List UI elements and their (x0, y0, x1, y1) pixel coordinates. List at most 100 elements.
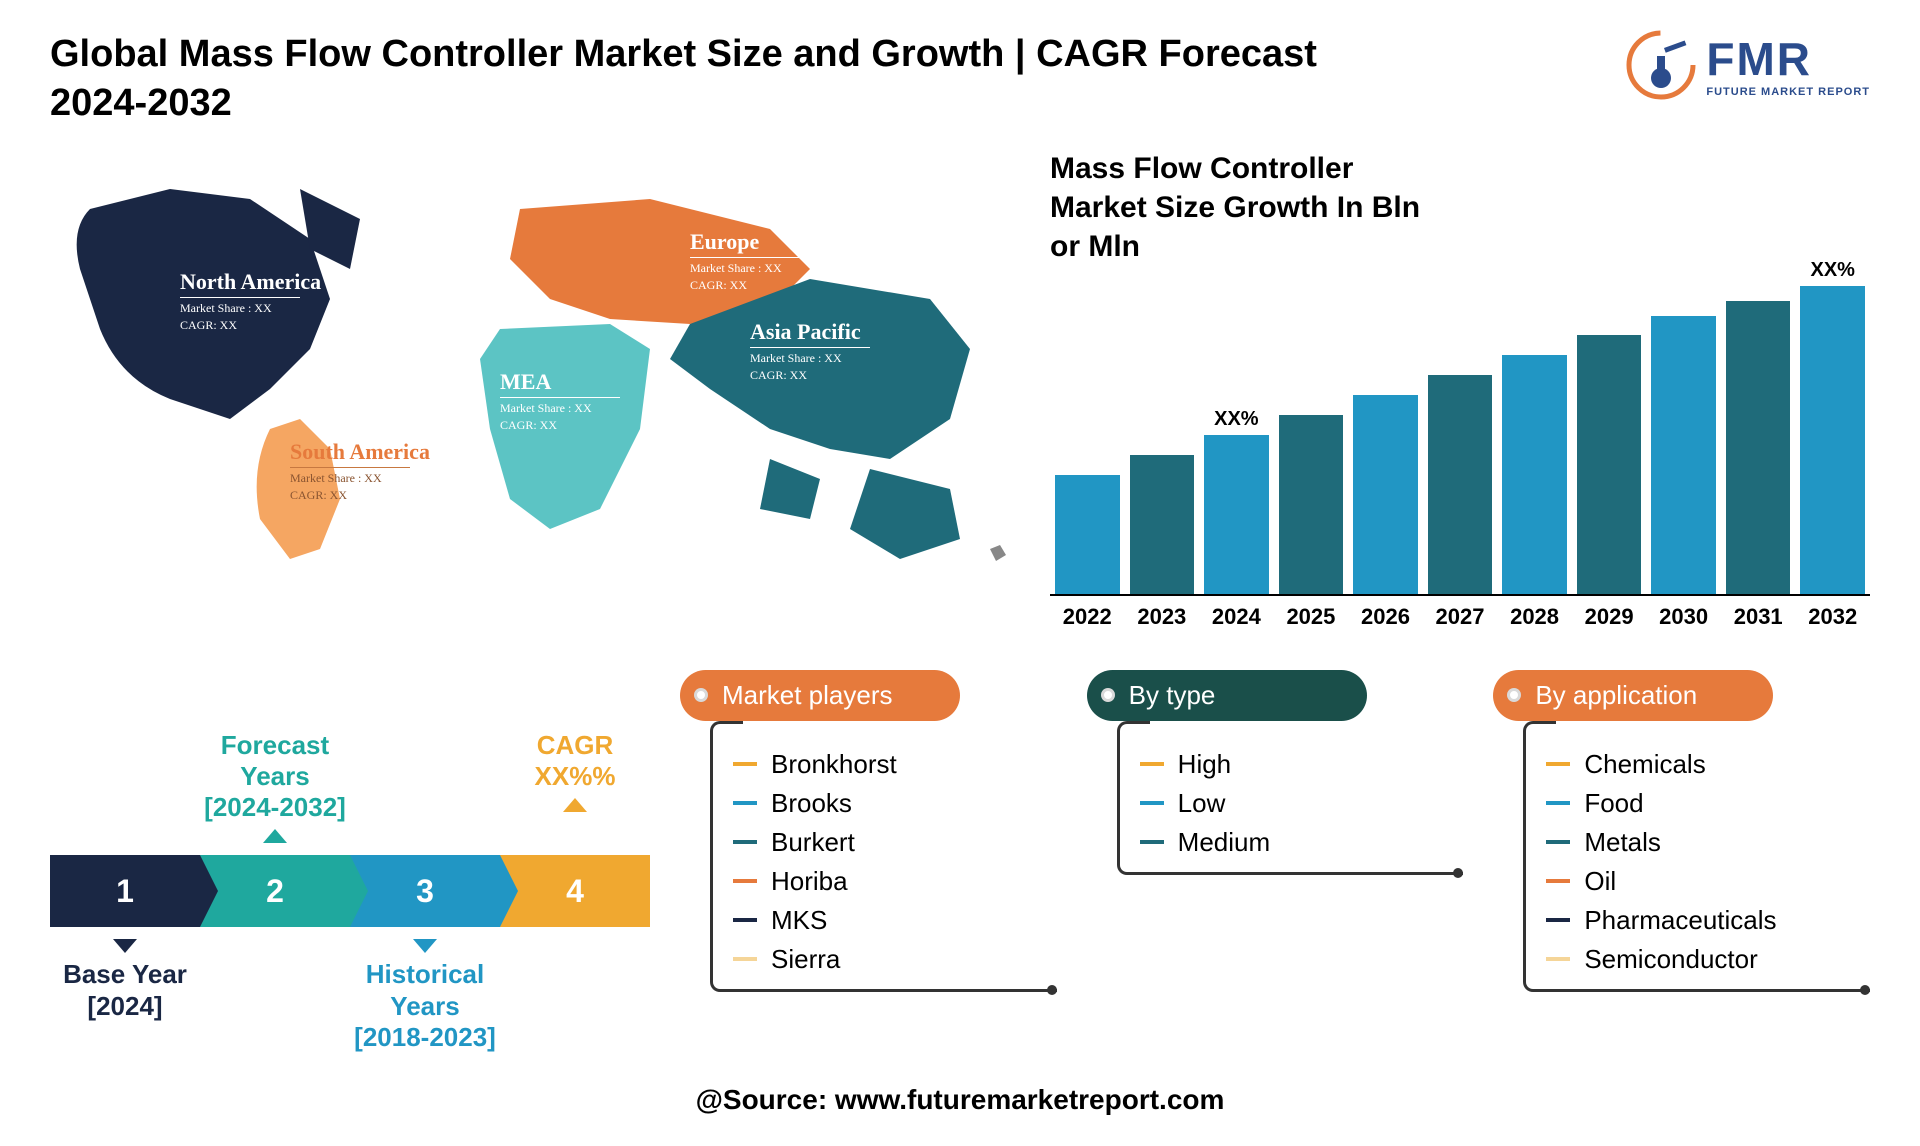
chart-bar (1577, 276, 1642, 594)
logo: FMR FUTURE MARKET REPORT (1626, 30, 1870, 100)
list-item-label: Chemicals (1584, 749, 1705, 780)
timeline-top-label: Forecast Years[2024-2032] (200, 730, 350, 844)
timeline-bottom-label: Historical Years[2018-2023] (350, 939, 500, 1053)
tick-icon (1140, 840, 1164, 844)
market-players-label: Market players (722, 680, 893, 711)
timeline-segment: 2 (200, 855, 350, 927)
chart-bar-rect (1502, 355, 1567, 594)
tick-icon (733, 840, 757, 844)
chart-xlabel: 2027 (1428, 604, 1493, 630)
chart-bar-rect (1651, 316, 1716, 594)
tick-icon (1546, 957, 1570, 961)
region-na-share: Market Share : XX (180, 300, 321, 317)
tick-icon (1546, 879, 1570, 883)
source-attribution: @Source: www.futuremarketreport.com (696, 1084, 1225, 1116)
list-item: Bronkhorst (733, 745, 1057, 784)
list-item-label: Oil (1584, 866, 1616, 897)
timeline-segment: 3 (350, 855, 500, 927)
tick-icon (733, 801, 757, 805)
list-item-label: High (1178, 749, 1231, 780)
world-map: North America Market Share : XX CAGR: XX… (50, 149, 1010, 630)
region-na-cagr: CAGR: XX (180, 317, 321, 334)
chart-bar (1055, 276, 1120, 594)
region-na-name: North America (180, 269, 321, 295)
tick-icon (1546, 840, 1570, 844)
page-title: Global Mass Flow Controller Market Size … (50, 30, 1350, 129)
list-item: Medium (1140, 823, 1464, 862)
list-item: Chemicals (1546, 745, 1870, 784)
chart-bar-rect (1428, 375, 1493, 594)
growth-chart: Mass Flow Controller Market Size Growth … (1050, 149, 1870, 630)
tick-icon (1140, 762, 1164, 766)
tick-icon (733, 918, 757, 922)
timeline-segment: 1 (50, 855, 200, 927)
chart-xlabel: 2032 (1800, 604, 1865, 630)
region-eu-name: Europe (690, 229, 810, 255)
list-item: Semiconductor (1546, 940, 1870, 979)
logo-icon (1626, 30, 1696, 100)
list-item-label: Food (1584, 788, 1643, 819)
chart-bar (1651, 276, 1716, 594)
logo-text: FMR (1706, 32, 1870, 86)
list-item-label: Low (1178, 788, 1226, 819)
timeline-bottom-label: Base Year[2024] (50, 939, 200, 1021)
list-item: Pharmaceuticals (1546, 901, 1870, 940)
logo-subtext: FUTURE MARKET REPORT (1706, 86, 1870, 98)
tick-icon (1546, 801, 1570, 805)
region-eu-cagr: CAGR: XX (690, 277, 810, 294)
chart-bar (1726, 276, 1791, 594)
bullet-icon (694, 688, 708, 702)
chart-xlabel: 2026 (1353, 604, 1418, 630)
chart-bar (1353, 276, 1418, 594)
list-item-label: Semiconductor (1584, 944, 1757, 975)
timeline-segment: 4 (500, 855, 650, 927)
region-mea-name: MEA (500, 369, 620, 395)
tick-icon (1546, 762, 1570, 766)
chart-bar: XX% (1800, 276, 1865, 594)
chart-xlabel: 2022 (1055, 604, 1120, 630)
list-item: Sierra (733, 940, 1057, 979)
region-ap-cagr: CAGR: XX (750, 367, 870, 384)
chart-bar (1428, 276, 1493, 594)
chart-bar-rect (1577, 335, 1642, 593)
chart-bar-rect (1800, 286, 1865, 594)
list-item: High (1140, 745, 1464, 784)
list-item-label: Horiba (771, 866, 848, 897)
bullet-icon (1507, 688, 1521, 702)
list-item-label: Brooks (771, 788, 852, 819)
bullet-icon (1101, 688, 1115, 702)
by-type-label: By type (1129, 680, 1216, 711)
region-mea-share: Market Share : XX (500, 400, 620, 417)
tick-icon (733, 957, 757, 961)
list-item-label: Sierra (771, 944, 840, 975)
region-sa-share: Market Share : XX (290, 470, 430, 487)
region-mea-cagr: CAGR: XX (500, 417, 620, 434)
list-item-label: Pharmaceuticals (1584, 905, 1776, 936)
chart-bar-rect (1353, 395, 1418, 594)
chart-xlabel: 2024 (1204, 604, 1269, 630)
list-item-label: MKS (771, 905, 827, 936)
chart-bar (1130, 276, 1195, 594)
chart-xlabel: 2031 (1726, 604, 1791, 630)
chart-annotation: XX% (1214, 408, 1258, 431)
region-sa-name: South America (290, 439, 430, 465)
list-item: MKS (733, 901, 1057, 940)
chart-bar-rect (1055, 475, 1120, 594)
market-players-box: Market players BronkhorstBrooksBurkertHo… (680, 670, 1057, 992)
chart-bar-rect (1726, 301, 1791, 594)
by-application-header: By application (1493, 670, 1773, 721)
list-item: Brooks (733, 784, 1057, 823)
chart-bar (1502, 276, 1567, 594)
chart-bar-rect (1204, 435, 1269, 594)
chart-bar-rect (1279, 415, 1344, 594)
region-ap-share: Market Share : XX (750, 350, 870, 367)
chart-xlabel: 2030 (1651, 604, 1716, 630)
by-type-box: By type High Low Medium (1087, 670, 1464, 875)
chart-xlabel: 2025 (1279, 604, 1344, 630)
list-item: Food (1546, 784, 1870, 823)
chart-bar: XX% (1204, 276, 1269, 594)
list-item: Metals (1546, 823, 1870, 862)
market-players-header: Market players (680, 670, 960, 721)
tick-icon (1140, 801, 1164, 805)
region-sa-cagr: CAGR: XX (290, 487, 430, 504)
